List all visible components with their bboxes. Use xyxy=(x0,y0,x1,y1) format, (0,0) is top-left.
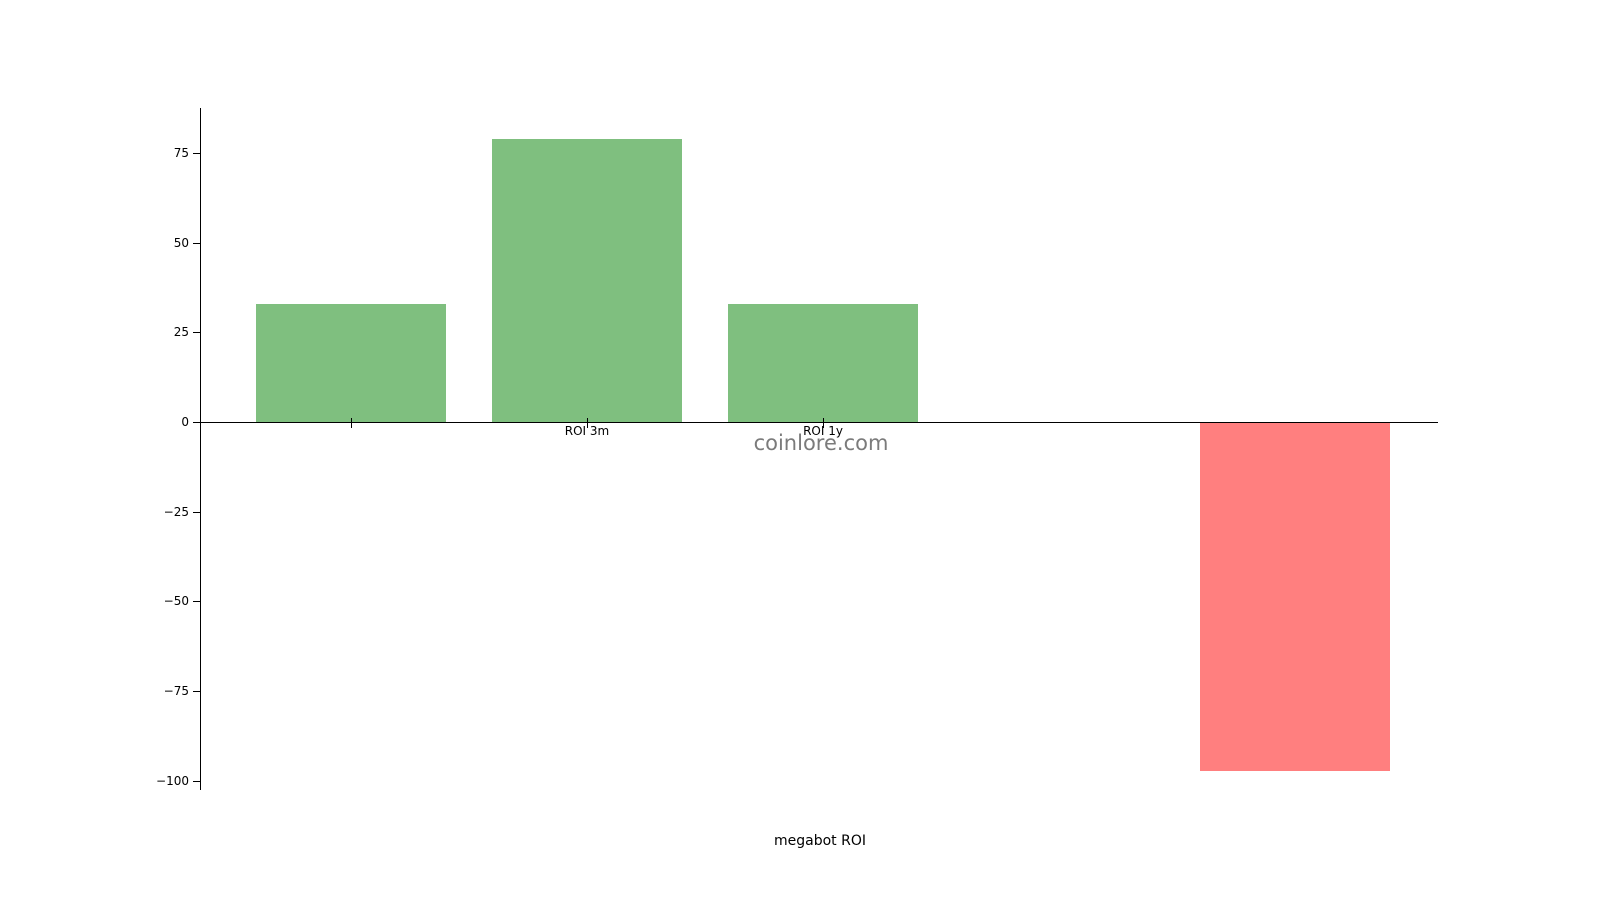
y-tick-label: −50 xyxy=(163,594,189,609)
y-tick-label: −75 xyxy=(163,684,189,698)
bar-1 xyxy=(256,303,446,422)
x-axis-title: megabot ROI xyxy=(774,833,866,849)
y-tick-mark xyxy=(193,332,200,334)
bar-roi-1y xyxy=(728,303,918,422)
bar-4 xyxy=(1200,423,1390,771)
y-tick-label: −100 xyxy=(156,773,189,788)
y-tick-label: 75 xyxy=(173,145,189,160)
watermark-text: coinlore.com xyxy=(753,431,889,455)
x-axis-line xyxy=(200,422,1438,423)
y-tick-mark xyxy=(193,511,200,513)
y-axis-line xyxy=(200,108,201,790)
y-tick-mark xyxy=(193,691,200,692)
x-tick-mark xyxy=(351,418,352,428)
x-tick-mark xyxy=(823,418,824,428)
x-tick-label: ROI 1y xyxy=(803,424,843,438)
y-tick-mark xyxy=(193,152,200,154)
y-tick-mark xyxy=(193,242,200,244)
y-tick-label: 50 xyxy=(173,235,189,250)
x-tick-label: ROI 3m xyxy=(564,424,610,438)
y-tick-mark xyxy=(193,601,200,603)
y-tick-mark xyxy=(193,780,200,782)
y-tick-label: −25 xyxy=(163,504,189,519)
y-tick-mark xyxy=(193,422,200,423)
bar-roi-3m xyxy=(492,138,682,422)
y-tick-label: 0 xyxy=(181,415,189,429)
x-tick-mark xyxy=(587,418,588,428)
y-tick-label: 25 xyxy=(173,325,189,340)
